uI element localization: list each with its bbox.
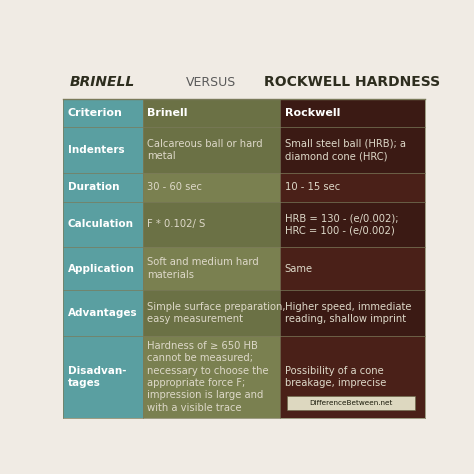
- Bar: [280, 201, 425, 247]
- Bar: [63, 99, 143, 128]
- Bar: [143, 247, 280, 290]
- Bar: [143, 201, 280, 247]
- Text: Higher speed, immediate
reading, shallow imprint: Higher speed, immediate reading, shallow…: [285, 301, 411, 324]
- Text: Soft and medium hard
materials: Soft and medium hard materials: [147, 257, 259, 280]
- Bar: [280, 336, 425, 418]
- Bar: [280, 173, 425, 201]
- Bar: [143, 128, 280, 173]
- Bar: [143, 173, 280, 201]
- Text: Indenters: Indenters: [68, 145, 124, 155]
- Text: Brinell: Brinell: [147, 108, 188, 118]
- Bar: [143, 336, 280, 418]
- Text: 10 - 15 sec: 10 - 15 sec: [285, 182, 340, 192]
- Bar: [63, 247, 143, 290]
- Text: Calcareous ball or hard
metal: Calcareous ball or hard metal: [147, 139, 263, 161]
- Bar: [63, 336, 143, 418]
- Text: Rockwell: Rockwell: [285, 108, 340, 118]
- Bar: [143, 99, 280, 128]
- Bar: [280, 128, 425, 173]
- Bar: [280, 290, 425, 336]
- Text: 30 - 60 sec: 30 - 60 sec: [147, 182, 202, 192]
- Text: Possibility of a cone
breakage, imprecise: Possibility of a cone breakage, imprecis…: [285, 365, 386, 388]
- Text: Criterion: Criterion: [68, 108, 123, 118]
- Bar: [63, 290, 143, 336]
- Text: Same: Same: [285, 264, 313, 273]
- Text: Application: Application: [68, 264, 135, 273]
- Bar: [63, 201, 143, 247]
- Text: VERSUS: VERSUS: [186, 76, 237, 89]
- Text: Calculation: Calculation: [68, 219, 134, 229]
- Bar: [280, 99, 425, 128]
- Bar: [287, 396, 415, 410]
- Bar: [63, 173, 143, 201]
- Text: Advantages: Advantages: [68, 308, 137, 318]
- Text: HRB = 130 - (e/0.002);
HRC = 100 - (e/0.002): HRB = 130 - (e/0.002); HRC = 100 - (e/0.…: [285, 213, 398, 236]
- Text: DifferenceBetween.net: DifferenceBetween.net: [309, 400, 392, 406]
- Text: ROCKWELL HARDNESS: ROCKWELL HARDNESS: [264, 75, 440, 90]
- Bar: [63, 128, 143, 173]
- Text: Hardness of ≥ 650 HB
cannot be measured;
necessary to choose the
appropriate for: Hardness of ≥ 650 HB cannot be measured;…: [147, 341, 269, 413]
- Text: Small steel ball (HRB); a
diamond cone (HRC): Small steel ball (HRB); a diamond cone (…: [285, 139, 406, 161]
- Bar: [143, 290, 280, 336]
- Text: BRINELL: BRINELL: [70, 75, 136, 90]
- Text: Duration: Duration: [68, 182, 119, 192]
- Text: Disadvan-
tages: Disadvan- tages: [68, 365, 126, 388]
- Bar: [280, 247, 425, 290]
- Text: F * 0.102/ S: F * 0.102/ S: [147, 219, 206, 229]
- Text: Simple surface preparation,
easy measurement: Simple surface preparation, easy measure…: [147, 301, 286, 324]
